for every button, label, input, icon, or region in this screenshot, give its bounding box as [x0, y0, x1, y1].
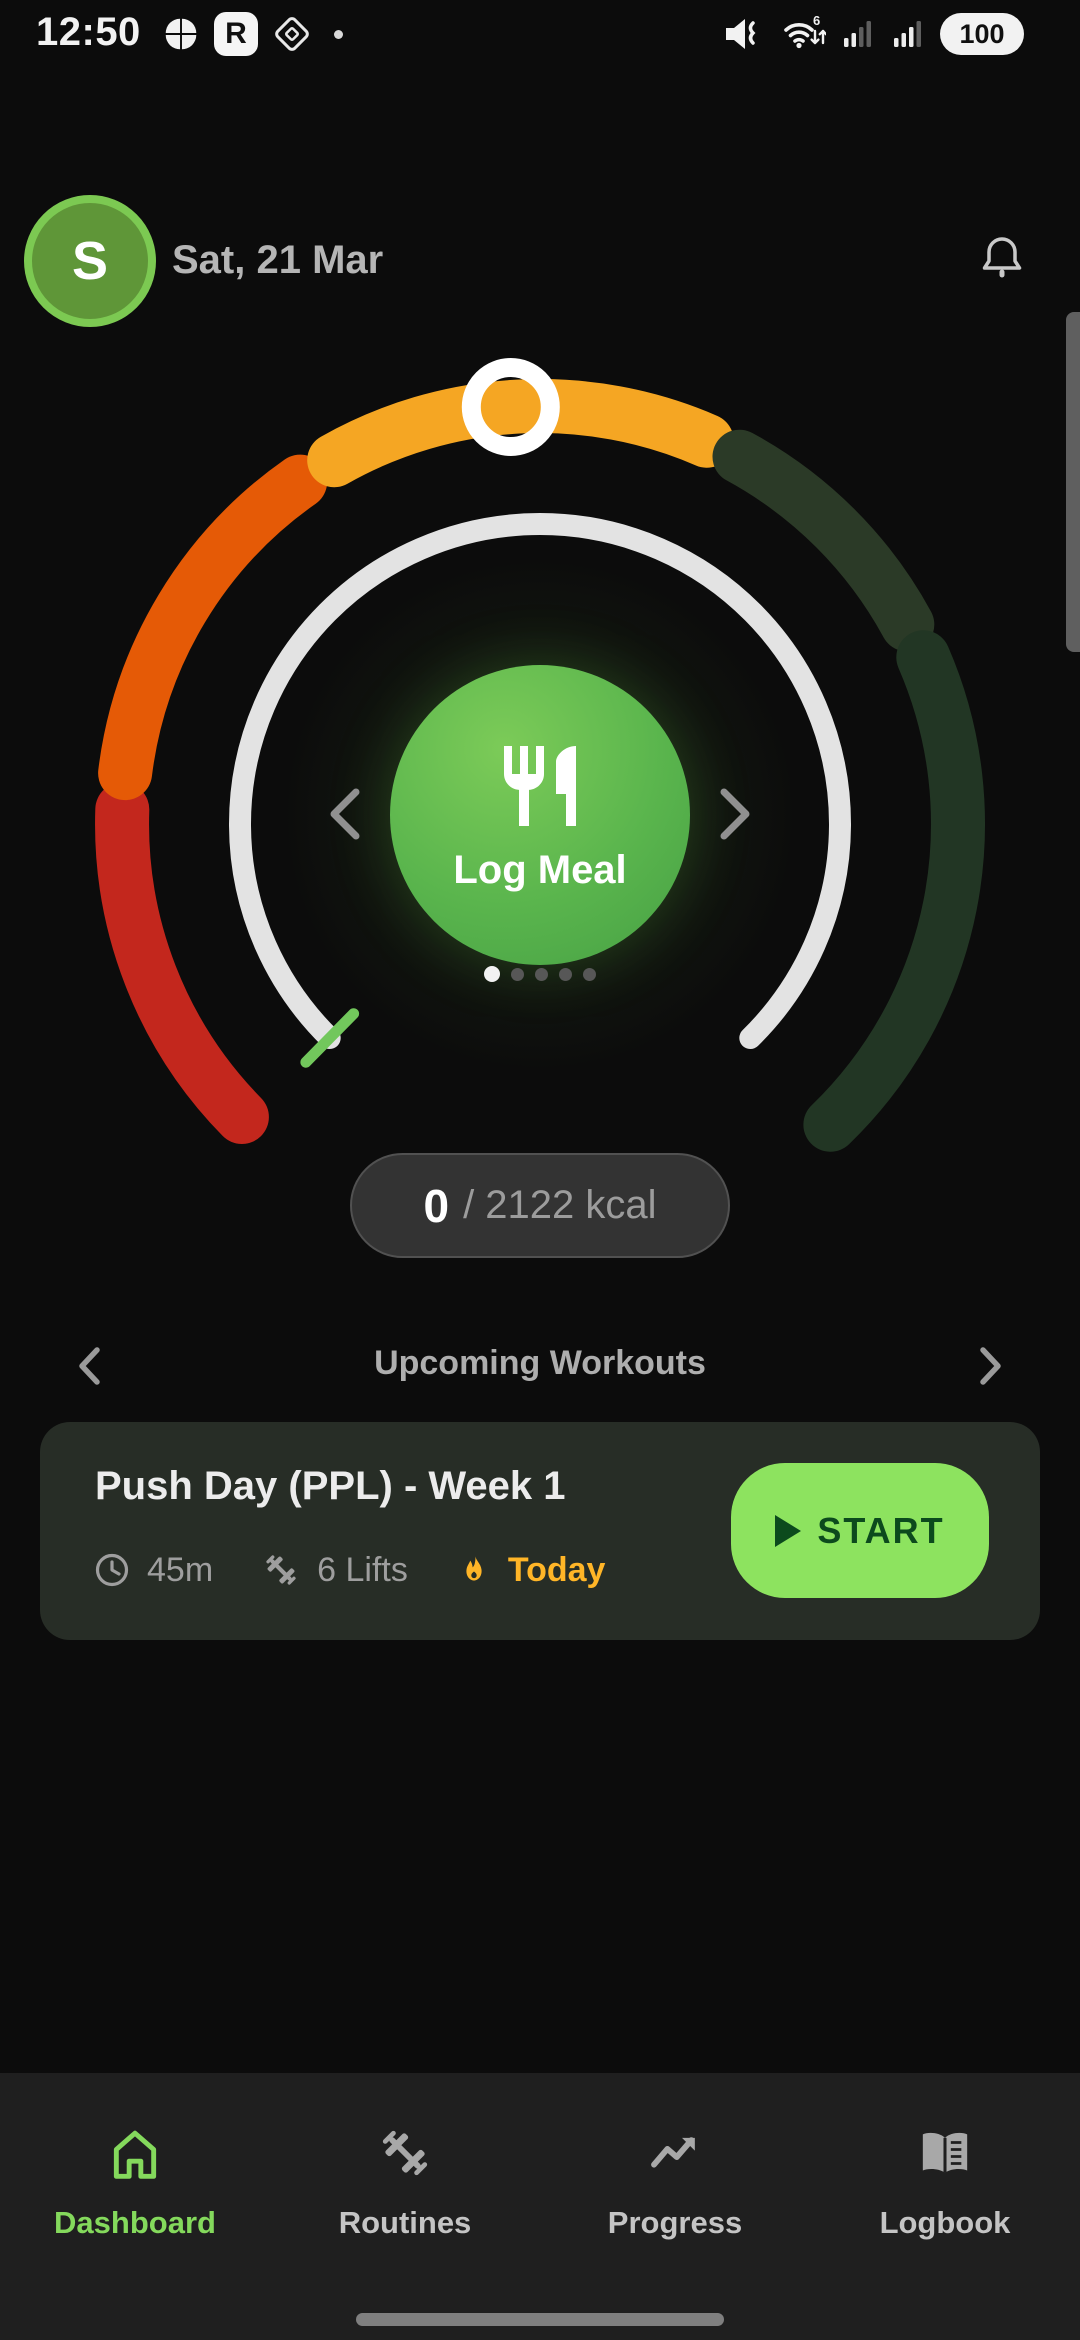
calories-goal: / 2122 kcal	[463, 1183, 657, 1227]
nav-item-progress[interactable]: Progress	[540, 2073, 810, 2340]
fork-knife-icon	[504, 745, 576, 826]
gauge-segment-red	[95, 782, 269, 1144]
workout-schedule: Today	[507, 1550, 606, 1589]
open-book-icon	[922, 2132, 968, 2173]
status-bar: 12:50 R	[0, 0, 1080, 72]
avatar[interactable]: S	[24, 195, 156, 327]
workouts-prev-chevron[interactable]	[70, 1342, 110, 1390]
dumbbell-icon	[382, 2130, 428, 2176]
calories-consumed: 0	[423, 1179, 450, 1232]
workout-title: Push Day (PPL) - Week 1	[95, 1464, 566, 1508]
diamond-logo-icon	[275, 17, 309, 51]
gauge-segment-dark-upper	[712, 429, 935, 652]
pinwheel-icon	[165, 18, 197, 50]
scrollbar-thumb[interactable]	[1066, 312, 1080, 652]
r-app-badge: R	[214, 12, 258, 56]
avatar-initial: S	[71, 231, 109, 291]
carousel-prev-chevron[interactable]	[322, 782, 370, 846]
carousel-next-chevron[interactable]	[710, 782, 758, 846]
start-workout-button[interactable]: START	[731, 1463, 989, 1598]
gauge-knob[interactable]	[461, 358, 560, 456]
nav-label-routines: Routines	[338, 2205, 472, 2240]
flame-icon	[466, 1556, 482, 1581]
status-left-icons: R	[160, 12, 343, 56]
gesture-bar[interactable]	[356, 2313, 724, 2326]
battery-pill: 100	[940, 13, 1024, 55]
calorie-summary-pill: 0 / 2122 kcal	[350, 1153, 730, 1258]
calorie-gauge	[95, 358, 985, 1152]
bottom-nav: Dashboard Routines Progress	[0, 2073, 1080, 2340]
carousel-dot[interactable]	[559, 967, 572, 981]
play-icon	[775, 1514, 802, 1547]
signal-bars-sim2	[894, 21, 921, 47]
workout-duration: 45m	[147, 1550, 214, 1589]
clock-time: 12:50	[36, 10, 141, 54]
workout-card[interactable]: Push Day (PPL) - Week 1 45m 6 Lifts	[40, 1422, 1040, 1640]
log-meal-button[interactable]: Log Meal	[390, 665, 690, 965]
status-right-icons: 6 100	[720, 12, 1024, 56]
dumbbell-icon	[266, 1555, 296, 1585]
battery-level: 100	[959, 18, 1005, 49]
gauge-segment-dark-lower	[803, 630, 985, 1152]
workout-lifts: 6 Lifts	[317, 1550, 408, 1589]
start-label: START	[817, 1509, 945, 1551]
workout-meta: 45m 6 Lifts Today	[93, 1550, 605, 1590]
home-icon	[113, 2130, 157, 2179]
nav-label-dashboard: Dashboard	[54, 2205, 216, 2240]
nav-item-dashboard[interactable]: Dashboard	[0, 2073, 270, 2340]
mute-vibrate-icon	[726, 19, 756, 49]
workouts-next-chevron[interactable]	[970, 1342, 1010, 1390]
carousel-dot[interactable]	[511, 967, 524, 981]
trending-up-icon	[651, 2137, 695, 2168]
carousel-dots[interactable]	[0, 966, 1080, 982]
gauge-progress-tick	[300, 1008, 360, 1068]
upcoming-workouts-title: Upcoming Workouts	[374, 1344, 706, 1382]
upcoming-workouts-section: Upcoming Workouts	[0, 1330, 1080, 1400]
carousel-dot-active[interactable]	[484, 966, 500, 982]
log-meal-label: Log Meal	[453, 847, 627, 892]
signal-bars-sim1	[844, 21, 871, 47]
gauge-track	[229, 513, 851, 1049]
nav-label-progress: Progress	[607, 2205, 743, 2240]
wifi6-icon: 6	[784, 13, 826, 49]
gauge-segment-orange	[98, 454, 328, 801]
header: S Sat, 21 Mar	[0, 180, 1080, 350]
header-date: Sat, 21 Mar	[172, 238, 384, 282]
notification-dot	[334, 29, 343, 39]
notifications-bell-icon[interactable]	[978, 232, 1026, 280]
clock-icon	[95, 1553, 129, 1587]
nav-label-logbook: Logbook	[879, 2205, 1011, 2240]
nav-item-logbook[interactable]: Logbook	[810, 2073, 1080, 2340]
carousel-dot[interactable]	[583, 967, 596, 981]
gauge-segment-amber	[307, 379, 734, 488]
nav-item-routines[interactable]: Routines	[270, 2073, 540, 2340]
carousel-dot[interactable]	[535, 967, 548, 981]
svg-text:6: 6	[813, 13, 820, 28]
